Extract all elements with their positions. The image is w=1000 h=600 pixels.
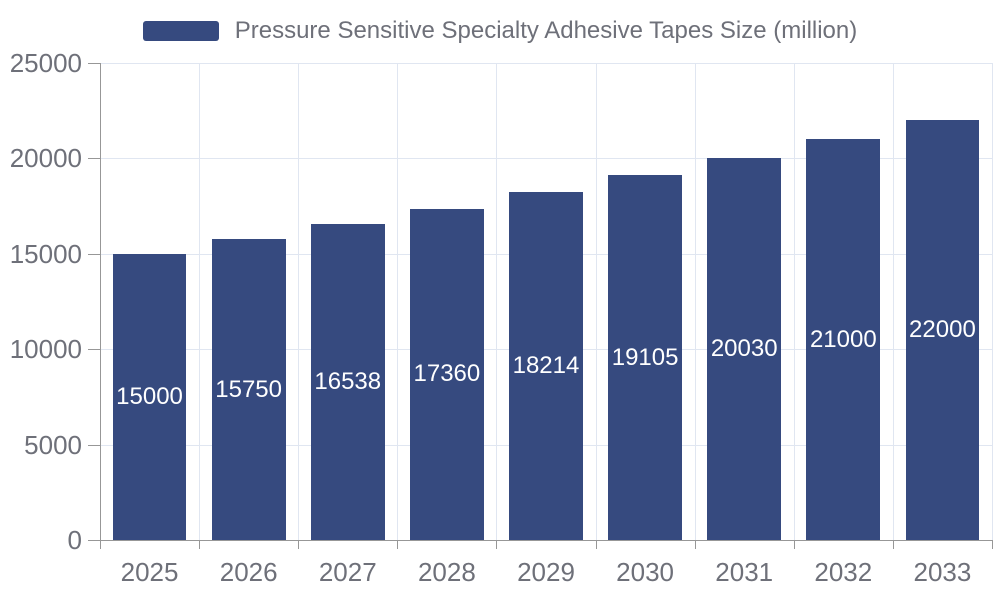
- bar-value-label: 16538: [314, 368, 382, 396]
- x-gridline: [992, 63, 993, 540]
- x-gridline: [199, 63, 201, 540]
- bar-2029[interactable]: 18214: [509, 192, 583, 540]
- x-gridline: [298, 63, 300, 540]
- y-axis-label: 10000: [9, 334, 82, 365]
- x-axis-line: [100, 540, 992, 541]
- bar-2026[interactable]: 15750: [211, 239, 286, 540]
- x-gridline: [496, 63, 498, 540]
- bar-2025[interactable]: 15000: [112, 253, 187, 540]
- x-axis-tick: [397, 540, 399, 549]
- x-axis-label: 2027: [318, 557, 377, 587]
- y-gridline: [100, 158, 992, 160]
- x-axis-label: 2032: [814, 557, 873, 587]
- y-axis-tick: [88, 63, 100, 64]
- bar-2028[interactable]: 17360: [409, 208, 484, 540]
- y-axis-tick: [88, 540, 100, 541]
- y-axis-label: 20000: [9, 143, 82, 174]
- x-axis-tick: [199, 540, 201, 549]
- bar-2032[interactable]: 21000: [806, 139, 881, 540]
- y-axis-label: 5000: [24, 429, 82, 460]
- y-axis-tick: [88, 158, 100, 160]
- y-axis-tick: [88, 253, 100, 255]
- x-axis-tick: [100, 540, 101, 549]
- bar-value-label: 22000: [909, 316, 976, 344]
- y-axis-label: 15000: [9, 238, 82, 269]
- x-axis-label: 2031: [715, 557, 774, 587]
- bar-2031[interactable]: 20030: [707, 157, 782, 540]
- x-axis-label: 2028: [417, 557, 476, 587]
- x-axis-tick: [298, 540, 300, 549]
- bar-value-label: 20030: [710, 334, 778, 362]
- x-axis-tick: [694, 540, 696, 549]
- bar-value-label: 17360: [413, 360, 481, 388]
- plot-area: 0 5000 10000 15000 20000 25000 15000 2025 15750 2…: [10, 50, 993, 586]
- y-gridline: [100, 63, 992, 64]
- bar-value-label: 19105: [611, 343, 679, 371]
- x-axis-label: 2025: [120, 557, 179, 587]
- y-axis-label: 25000: [9, 48, 82, 78]
- x-gridline: [793, 63, 795, 540]
- bar-value-label: 21000: [809, 325, 877, 353]
- bar-2030[interactable]: 19105: [608, 175, 683, 540]
- x-gridline: [397, 63, 399, 540]
- y-axis-label: 0: [67, 525, 82, 555]
- x-axis-tick: [496, 540, 498, 549]
- x-axis-label: 2029: [517, 557, 575, 587]
- bar-value-label: 18214: [512, 352, 580, 380]
- bar-2033[interactable]: 22000: [905, 120, 980, 540]
- legend[interactable]: Pressure Sensitive Specialty Adhesive Ta…: [0, 17, 1000, 45]
- y-axis-line: [100, 63, 101, 540]
- legend-label: Pressure Sensitive Specialty Adhesive Ta…: [234, 17, 858, 44]
- y-axis-tick: [88, 444, 100, 446]
- x-axis-tick: [892, 540, 894, 549]
- x-axis-label: 2030: [616, 557, 675, 587]
- x-gridline: [892, 63, 894, 540]
- x-gridline: [595, 63, 597, 540]
- bar-value-label: 15000: [116, 382, 183, 410]
- x-axis-tick: [793, 540, 795, 549]
- x-axis-tick: [992, 540, 993, 549]
- x-gridline: [694, 63, 696, 540]
- y-axis-tick: [88, 349, 100, 351]
- legend-swatch: [142, 21, 219, 41]
- bar-2027[interactable]: 16538: [310, 224, 385, 540]
- x-axis-tick: [595, 540, 597, 549]
- x-axis-label: 2026: [219, 557, 278, 587]
- x-axis-label: 2033: [913, 557, 972, 587]
- bar-value-label: 15750: [215, 375, 283, 403]
